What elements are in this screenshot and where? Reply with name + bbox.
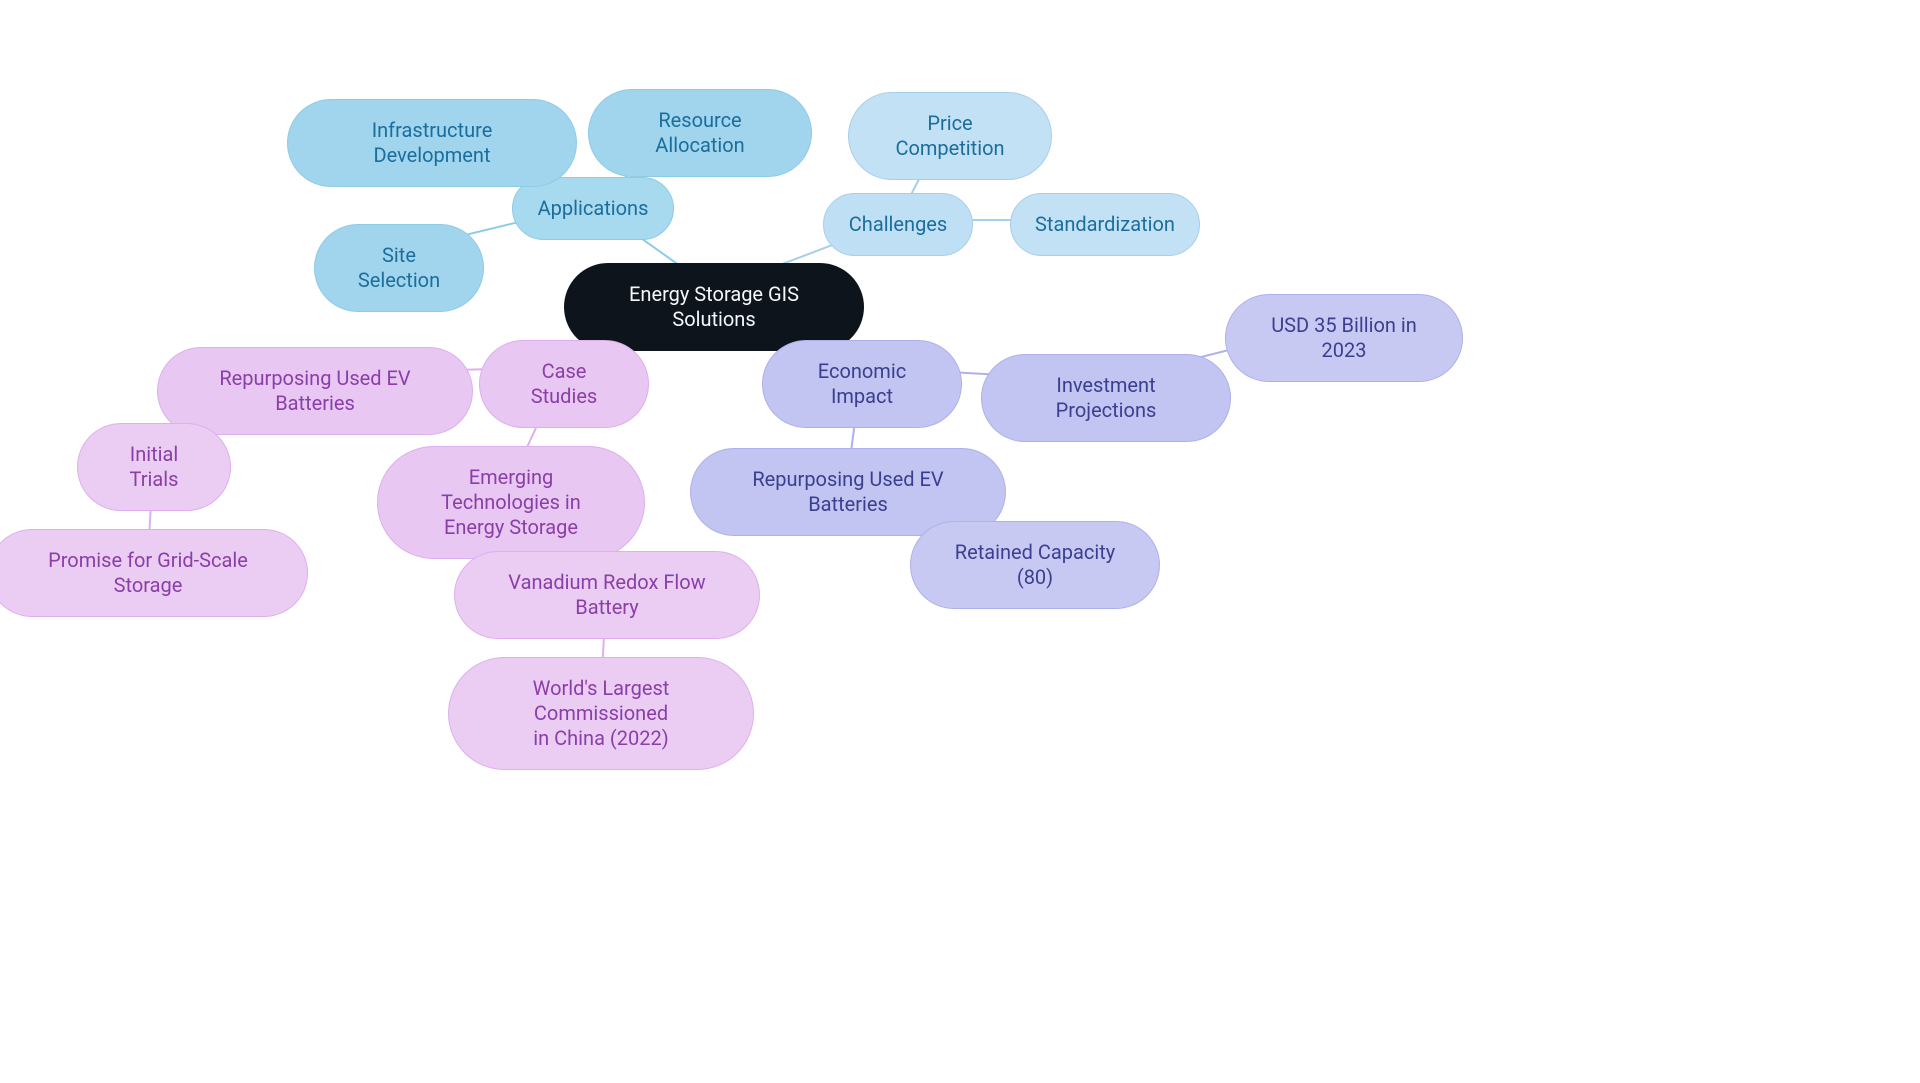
node-repurp_case: Repurposing Used EV Batteries (157, 347, 473, 435)
node-standard: Standardization (1010, 193, 1200, 256)
node-worlds: World's Largest Commissioned in China (2… (448, 657, 754, 770)
node-infra: Infrastructure Development (287, 99, 577, 187)
node-casestudies: Case Studies (479, 340, 649, 428)
node-site: Site Selection (314, 224, 484, 312)
node-price: Price Competition (848, 92, 1052, 180)
node-initial: Initial Trials (77, 423, 231, 511)
node-resource: Resource Allocation (588, 89, 812, 177)
node-root: Energy Storage GIS Solutions (564, 263, 864, 351)
mindmap-canvas: Energy Storage GIS SolutionsApplications… (0, 0, 1920, 1083)
node-vanadium: Vanadium Redox Flow Battery (454, 551, 760, 639)
node-challenges: Challenges (823, 193, 973, 256)
node-retained: Retained Capacity (80) (910, 521, 1160, 609)
node-economic: Economic Impact (762, 340, 962, 428)
node-invest: Investment Projections (981, 354, 1231, 442)
node-promise: Promise for Grid-Scale Storage (0, 529, 308, 617)
node-emerging: Emerging Technologies in Energy Storage (377, 446, 645, 559)
node-usd35: USD 35 Billion in 2023 (1225, 294, 1463, 382)
